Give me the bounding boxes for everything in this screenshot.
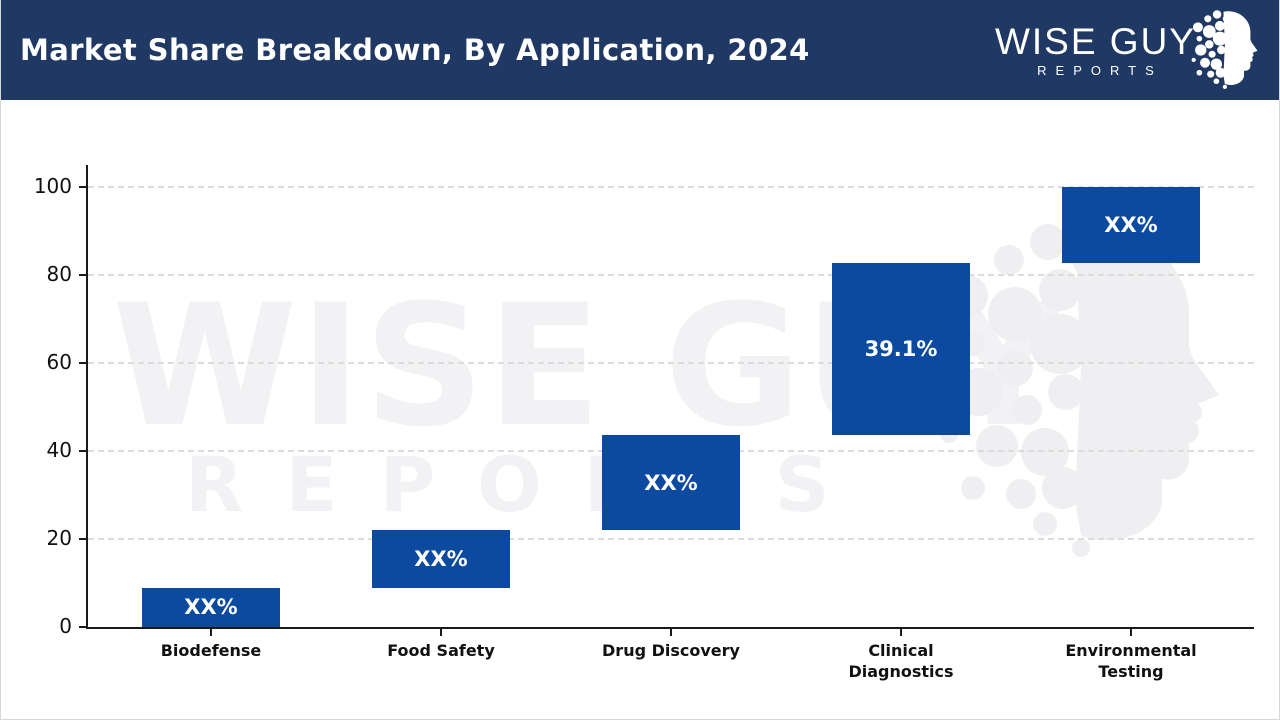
- wiseguy-logo-text: WISE GUY REPORTS: [995, 23, 1196, 78]
- wiseguy-head-icon: [1191, 10, 1258, 89]
- gridline-20: [88, 538, 1254, 540]
- bar-value-label-environmental-testing: XX%: [1104, 213, 1158, 238]
- gridline-80: [88, 274, 1254, 276]
- y-tick-60: [79, 362, 88, 364]
- y-tick-label-0: 0: [59, 614, 72, 638]
- x-tick-environmental-testing: [1130, 629, 1132, 636]
- bar-biodefense: XX%: [142, 587, 280, 627]
- y-tick-0: [79, 626, 88, 628]
- wiseguy-logo: WISE GUY REPORTS: [995, 7, 1266, 93]
- x-tick-clinical-diagnostics: [900, 629, 902, 636]
- y-tick-80: [79, 274, 88, 276]
- bar-value-label-food-safety: XX%: [414, 547, 468, 571]
- header-bar: Market Share Breakdown, By Application, …: [0, 0, 1280, 100]
- x-axis-label-biodefense: Biodefense: [160, 641, 262, 660]
- bar-drug-discovery: XX%: [602, 435, 740, 531]
- bar-food-safety: XX%: [372, 530, 510, 588]
- gridline-60: [88, 362, 1254, 364]
- logo-subtext: REPORTS: [1037, 62, 1163, 78]
- x-axis-label-food-safety: Food Safety: [387, 641, 495, 660]
- y-tick-label-20: 20: [46, 526, 72, 550]
- bar-value-label-biodefense: XX%: [184, 595, 238, 620]
- x-axis-label-drug-discovery: Drug Discovery: [602, 641, 740, 660]
- logo-wordmark: WISE GUY: [994, 20, 1196, 62]
- y-tick-label-100: 100: [33, 174, 72, 198]
- y-tick-label-80: 80: [46, 262, 72, 286]
- gridline-100: [88, 186, 1254, 188]
- x-axis-line: [86, 627, 1254, 629]
- y-tick-100: [79, 186, 88, 188]
- bar-value-label-drug-discovery: XX%: [644, 470, 698, 495]
- chart-title: Market Share Breakdown, By Application, …: [20, 33, 810, 67]
- x-axis-label-environmental-testing: Environmental Testing: [1065, 641, 1197, 681]
- x-tick-biodefense: [210, 629, 212, 636]
- x-tick-drug-discovery: [670, 629, 672, 636]
- x-axis-label-clinical-diagnostics: Clinical Diagnostics: [848, 641, 954, 681]
- y-tick-20: [79, 538, 88, 540]
- bar-value-label-clinical-diagnostics: 39.1%: [864, 337, 938, 362]
- y-tick-label-60: 60: [46, 350, 72, 374]
- bar-clinical-diagnostics: 39.1%: [832, 263, 970, 436]
- bar-environmental-testing: XX%: [1062, 187, 1200, 264]
- x-tick-food-safety: [440, 629, 442, 636]
- watermark-subtext: REPORTS: [185, 440, 872, 529]
- watermark-head-icon: [925, 210, 1255, 574]
- y-axis-line: [86, 165, 88, 629]
- y-tick-40: [79, 450, 88, 452]
- y-tick-label-40: 40: [46, 438, 72, 462]
